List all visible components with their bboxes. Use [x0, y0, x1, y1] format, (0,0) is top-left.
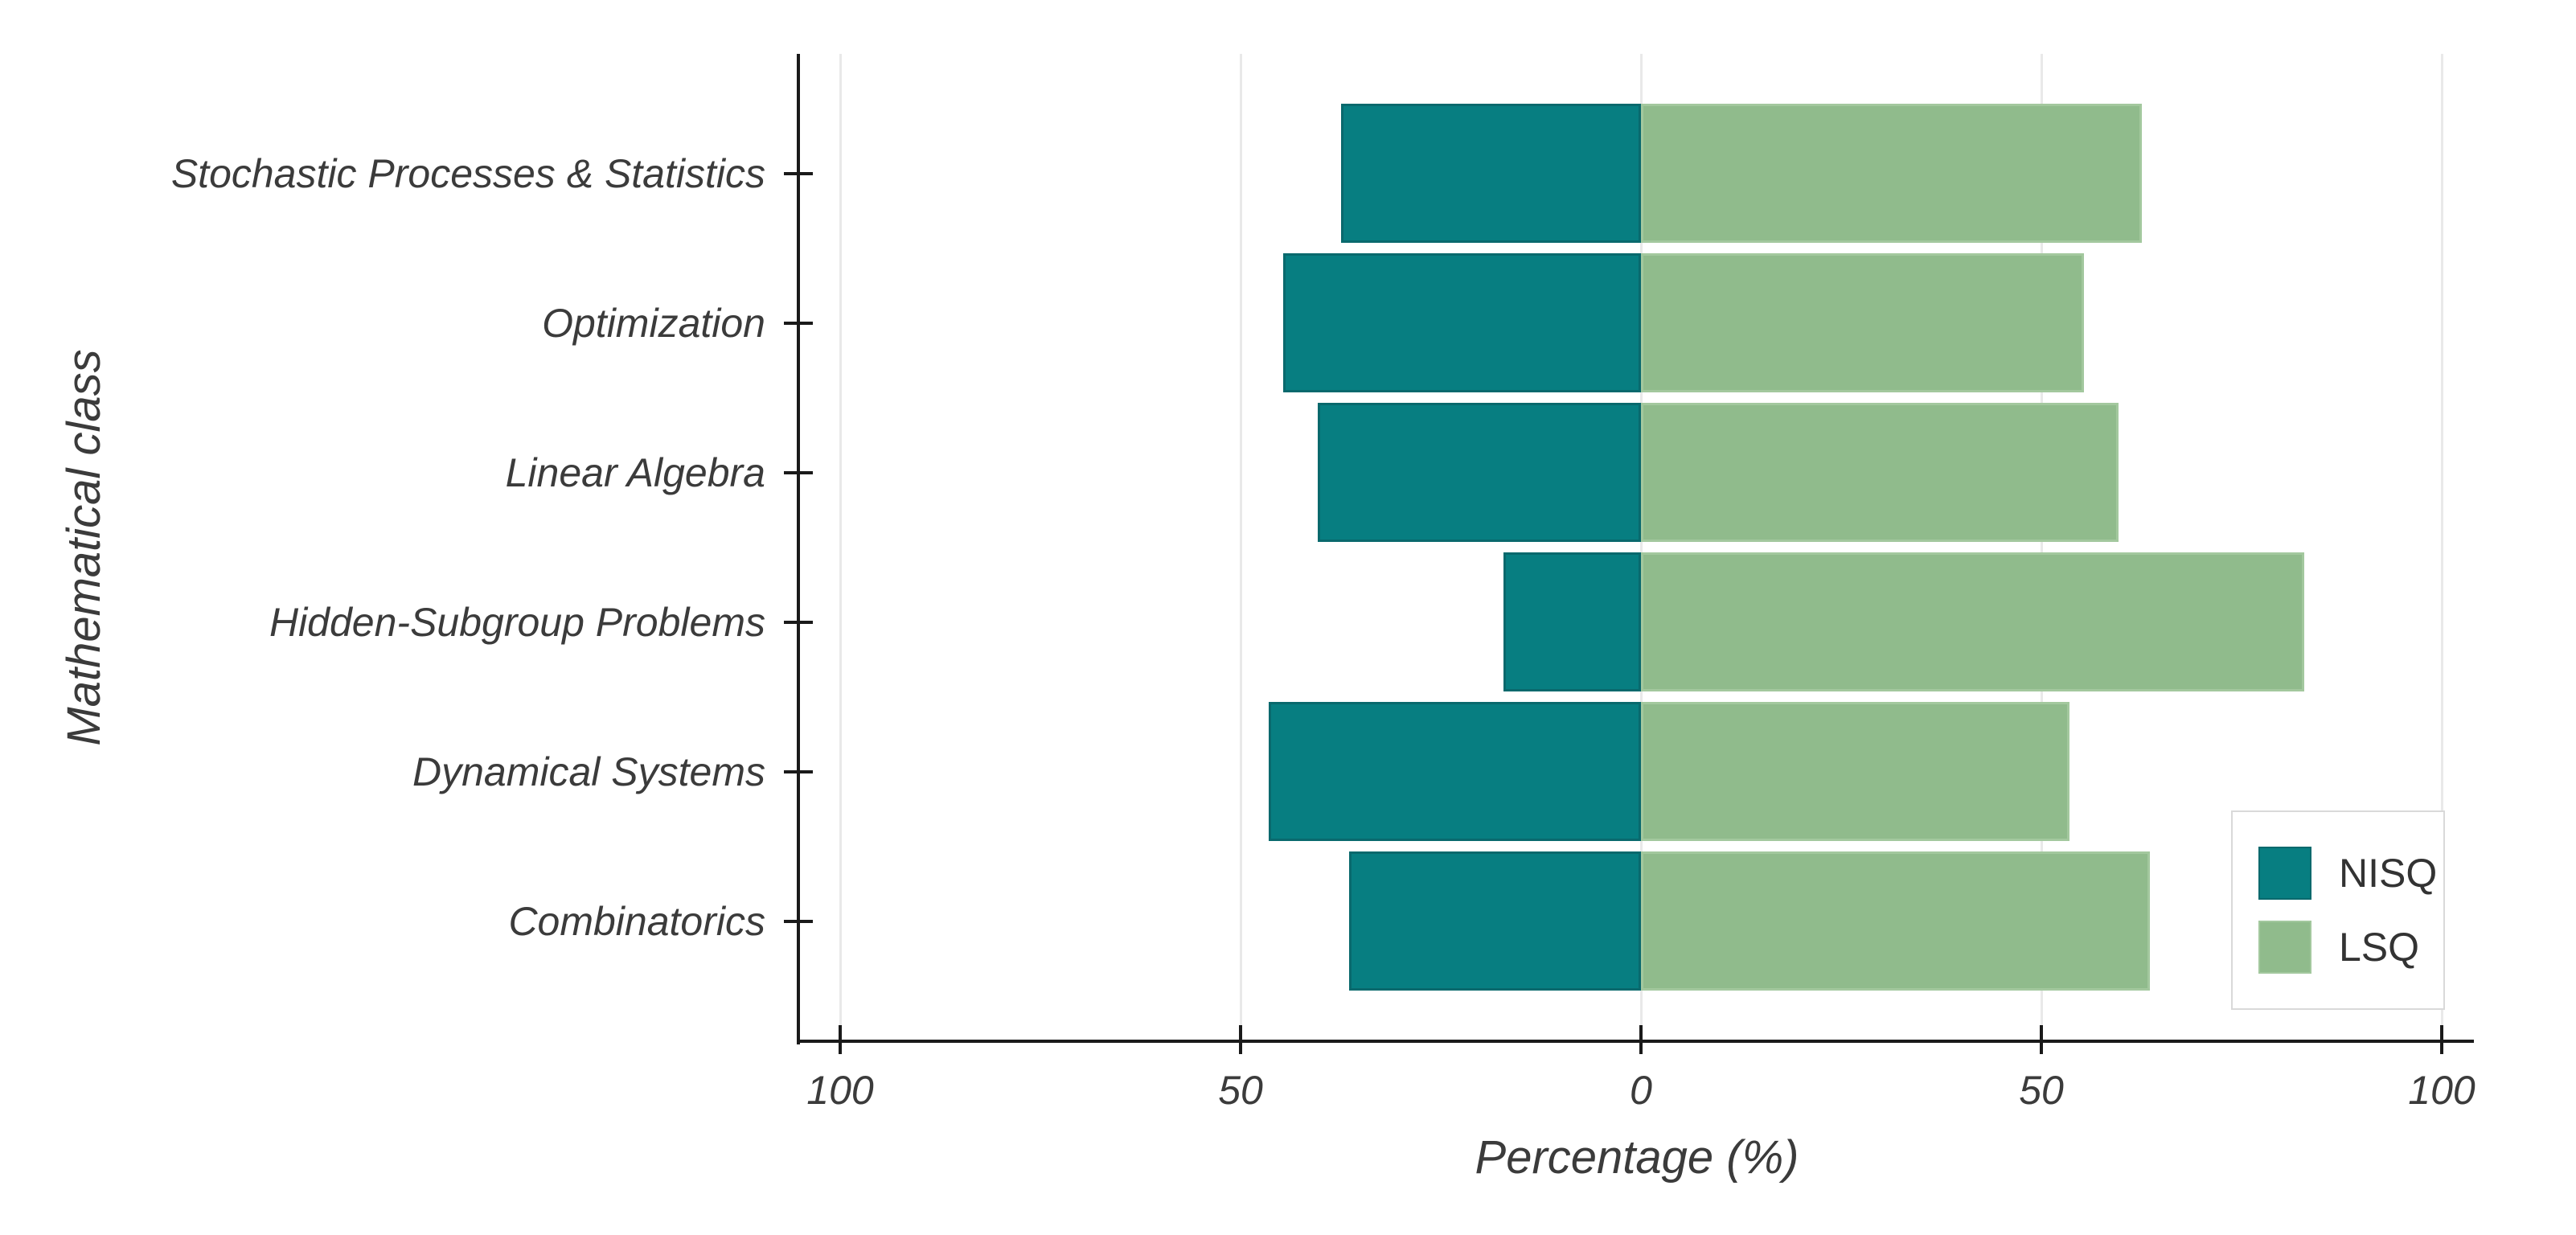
y-tick-mark	[784, 321, 813, 325]
gridline	[2440, 54, 2443, 1041]
gridline	[2040, 54, 2043, 1041]
legend-label-nisq: NISQ	[2339, 851, 2438, 896]
y-tick-mark	[784, 919, 813, 923]
y-axis-label: Mathematical class	[58, 349, 110, 746]
legend-item-lsq: LSQ	[2258, 921, 2443, 974]
lsq-swatch-icon	[2258, 921, 2311, 974]
gridline	[1239, 54, 1242, 1041]
bar-lsq	[1641, 403, 2119, 542]
gridline	[839, 54, 842, 1041]
nisq-swatch-icon	[2258, 847, 2311, 900]
x-tick-mark	[1239, 1025, 1242, 1054]
x-tick-label: 0	[1630, 1068, 1652, 1113]
x-tick-mark	[1639, 1025, 1643, 1054]
x-tick-mark	[2040, 1025, 2043, 1054]
x-tick-mark	[839, 1025, 842, 1054]
bar-nisq	[1268, 702, 1641, 841]
x-axis-spine	[797, 1040, 2474, 1043]
y-tick-mark	[784, 620, 813, 624]
bar-nisq	[1317, 403, 1641, 542]
legend: NISQ LSQ	[2231, 810, 2445, 1010]
bar-nisq	[1349, 851, 1641, 991]
category-label: Hidden-Subgroup Problems	[269, 599, 765, 645]
x-tick-label: 100	[806, 1068, 874, 1113]
x-tick-label: 50	[2019, 1068, 2064, 1113]
x-tick-mark	[2440, 1025, 2443, 1054]
category-label: Combinatorics	[508, 898, 765, 944]
x-axis-label: Percentage (%)	[1475, 1131, 1799, 1184]
y-tick-mark	[784, 769, 813, 773]
bar-lsq	[1641, 253, 2084, 392]
y-tick-mark	[784, 470, 813, 474]
gridline	[1639, 54, 1643, 1041]
bar-lsq	[1641, 104, 2142, 243]
category-label: Linear Algebra	[505, 449, 765, 495]
category-label: Optimization	[542, 300, 765, 346]
y-axis-spine	[797, 54, 800, 1044]
bar-lsq	[1641, 851, 2151, 991]
bar-nisq	[1340, 104, 1641, 243]
legend-item-nisq: NISQ	[2258, 847, 2443, 900]
legend-label-lsq: LSQ	[2339, 925, 2420, 970]
x-tick-label: 100	[2408, 1068, 2476, 1113]
y-tick-mark	[784, 171, 813, 175]
category-label: Stochastic Processes & Statistics	[170, 150, 765, 196]
bar-lsq	[1641, 702, 2069, 841]
bar-nisq	[1282, 253, 1641, 392]
category-label: Dynamical Systems	[412, 749, 765, 794]
bar-nisq	[1503, 552, 1641, 691]
x-tick-label: 50	[1218, 1068, 1263, 1113]
bar-lsq	[1641, 552, 2304, 691]
